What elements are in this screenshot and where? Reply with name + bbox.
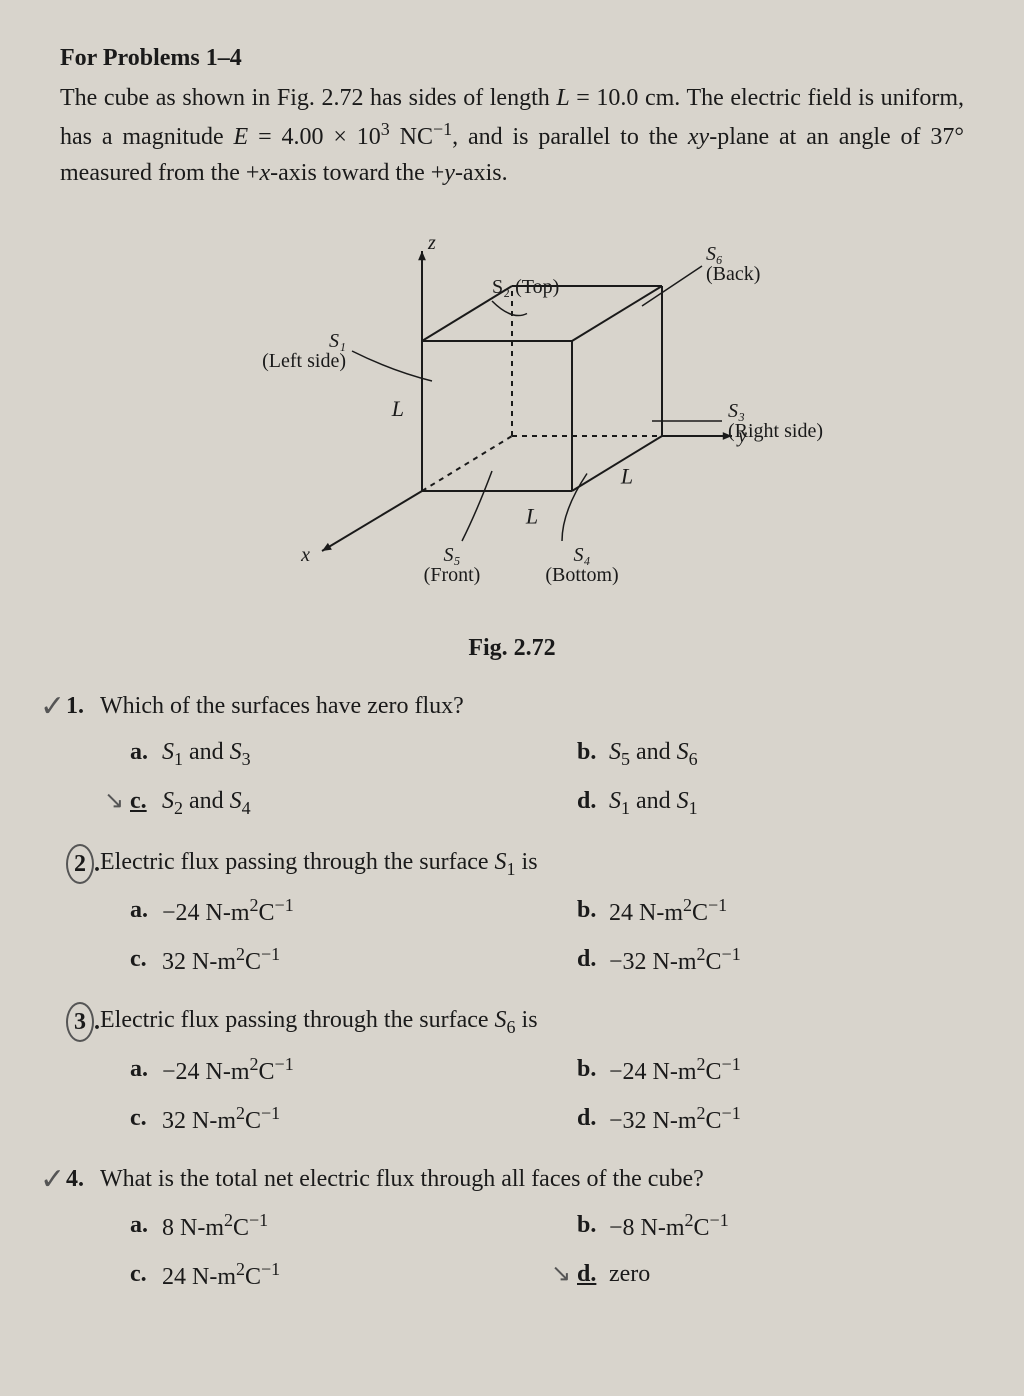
option-letter: d. (577, 941, 601, 980)
pen-checkmark-icon: ✓ (40, 1157, 65, 1202)
option-text: S1 and S1 (609, 783, 698, 822)
question-text: Electric flux passing through the surfac… (100, 1007, 538, 1033)
options-grid: a.8 N-m2C−1 b.−8 N-m2C−1 c.24 N-m2C−1 ↘d.ze… (130, 1207, 964, 1295)
option: d.−32 N-m2C−1 (577, 1100, 964, 1139)
option-letter: c. (130, 783, 154, 822)
svg-text:z: z (427, 232, 436, 254)
option: a.−24 N-m2C−1 (130, 1051, 517, 1090)
option-text: −32 N-m2C−1 (609, 1100, 741, 1139)
svg-text:(Bottom): (Bottom) (545, 564, 618, 586)
option-text: −32 N-m2C−1 (609, 941, 741, 980)
option-text: 32 N-m2C−1 (162, 941, 280, 980)
option: d.−32 N-m2C−1 (577, 941, 964, 980)
option-letter: c. (130, 941, 154, 980)
option: a.S1 and S3 (130, 734, 517, 773)
option-text: −24 N-m2C−1 (162, 892, 294, 931)
figure-caption: Fig. 2.72 (60, 630, 964, 666)
question: 2.Electric flux passing through the surf… (100, 844, 964, 981)
svg-text:S₂ (Top): S₂ (Top) (492, 276, 559, 298)
question-number: 2. (66, 844, 100, 884)
option-letter: d. (577, 1100, 601, 1139)
question: ✓4.What is the total net electric flux t… (100, 1161, 964, 1295)
option-text: zero (609, 1256, 650, 1295)
option-letter: a. (130, 1051, 154, 1090)
question: ✓1.Which of the surfaces have zero flux?… (100, 688, 964, 822)
option-text: S1 and S3 (162, 734, 251, 773)
option: c.24 N-m2C−1 (130, 1256, 517, 1295)
question-number: 4. (66, 1161, 84, 1197)
option-letter: b. (577, 1051, 601, 1090)
option-letter: c. (130, 1256, 154, 1295)
option: d.S1 and S1 (577, 783, 964, 822)
svg-text:(Right side): (Right side) (728, 420, 823, 442)
option: c.32 N-m2C−1 (130, 941, 517, 980)
svg-text:(Left side): (Left side) (262, 350, 346, 372)
cube-diagram: zyxLLLS₂ (Top)S₆(Back)S₁(Left side)S₃(Ri… (252, 211, 772, 611)
options-grid: a.−24 N-m2C−1b.24 N-m2C−1c.32 N-m2C−1d.−… (130, 892, 964, 980)
svg-text:L: L (525, 504, 538, 529)
svg-text:(Back): (Back) (706, 263, 760, 285)
option: b.−8 N-m2C−1 (577, 1207, 964, 1246)
option-letter: b. (577, 892, 601, 931)
svg-text:S₁: S₁ (329, 330, 346, 352)
option-letter: b. (577, 1207, 601, 1246)
question-number: 1. (66, 688, 84, 724)
option: a.8 N-m2C−1 (130, 1207, 517, 1246)
option: ↘c.S2 and S4 (130, 783, 517, 822)
option: b.S5 and S6 (577, 734, 964, 773)
options-grid: a.S1 and S3b.S5 and S6↘c.S2 and S4d.S1 a… (130, 734, 964, 822)
pen-circle-icon: 3 (66, 1002, 94, 1042)
option-letter: a. (130, 1207, 154, 1246)
option: ↘d.zero (577, 1256, 964, 1295)
pen-circle-icon: 2 (66, 844, 94, 884)
option-text: 8 N-m2C−1 (162, 1207, 268, 1246)
svg-text:S₅: S₅ (444, 544, 461, 566)
figure-2-72: zyxLLLS₂ (Top)S₆(Back)S₁(Left side)S₃(Ri… (60, 211, 964, 666)
svg-text:S₄: S₄ (574, 544, 591, 566)
option-text: 24 N-m2C−1 (609, 892, 727, 931)
option-text: −24 N-m2C−1 (162, 1051, 294, 1090)
intro-paragraph: The cube as shown in Fig. 2.72 has sides… (60, 80, 964, 191)
question: 3.Electric flux passing through the surf… (100, 1002, 964, 1139)
option: b.−24 N-m2C−1 (577, 1051, 964, 1090)
option-letter: d. (577, 783, 601, 822)
svg-text:S₃: S₃ (728, 400, 745, 422)
question-number: 3. (66, 1002, 100, 1042)
option-letter: d. (577, 1256, 601, 1295)
option-text: −24 N-m2C−1 (609, 1051, 741, 1090)
svg-text:S₆: S₆ (706, 243, 723, 265)
option-text: 32 N-m2C−1 (162, 1100, 280, 1139)
option-text: −8 N-m2C−1 (609, 1207, 729, 1246)
option-letter: a. (130, 892, 154, 931)
question-text: Which of the surfaces have zero flux? (100, 693, 464, 719)
svg-text:L: L (620, 464, 633, 489)
option-text: S5 and S6 (609, 734, 698, 773)
svg-text:(Front): (Front) (424, 564, 481, 586)
options-grid: a.−24 N-m2C−1b.−24 N-m2C−1c.32 N-m2C−1d.… (130, 1051, 964, 1139)
option: a.−24 N-m2C−1 (130, 892, 517, 931)
option-letter: a. (130, 734, 154, 773)
question-text: What is the total net electric flux thro… (100, 1166, 704, 1192)
pen-mark-icon: ↘ (551, 1256, 571, 1292)
svg-text:L: L (391, 396, 404, 421)
svg-text:x: x (300, 544, 310, 566)
option: c.32 N-m2C−1 (130, 1100, 517, 1139)
question-text: Electric flux passing through the surfac… (100, 849, 538, 875)
option-letter: c. (130, 1100, 154, 1139)
pen-mark-icon: ↘ (104, 783, 124, 819)
section-heading: For Problems 1–4 (60, 40, 964, 76)
option-letter: b. (577, 734, 601, 773)
option-text: S2 and S4 (162, 783, 251, 822)
option: b.24 N-m2C−1 (577, 892, 964, 931)
option-text: 24 N-m2C−1 (162, 1256, 280, 1295)
pen-checkmark-icon: ✓ (40, 684, 65, 729)
